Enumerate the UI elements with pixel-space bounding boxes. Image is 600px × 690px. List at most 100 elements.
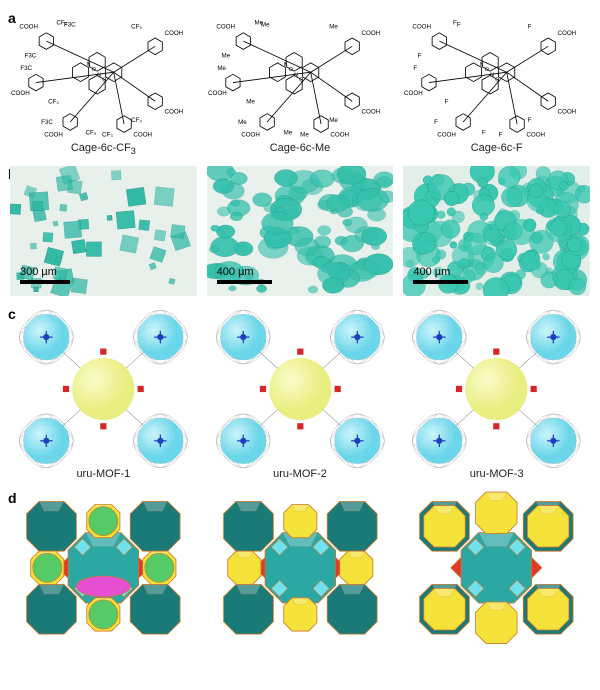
svg-text:F3C: F3C <box>41 119 53 126</box>
col-d-1 <box>207 490 394 640</box>
micrograph-0: 300 µm <box>10 166 197 296</box>
col-b-0: 300 µm <box>10 166 197 296</box>
svg-text:O: O <box>496 78 500 84</box>
svg-text:COOH: COOH <box>438 132 457 139</box>
svg-text:COOH: COOH <box>133 132 152 139</box>
svg-text:F: F <box>445 98 449 105</box>
svg-text:COOH: COOH <box>361 30 380 37</box>
svg-text:COOH: COOH <box>11 90 30 97</box>
svg-text:Me: Me <box>283 129 292 136</box>
svg-text:Me: Me <box>246 98 255 105</box>
svg-text:CF₃: CF₃ <box>48 98 59 105</box>
svg-text:N: N <box>97 72 101 78</box>
svg-text:F: F <box>528 24 532 31</box>
svg-text:F: F <box>499 132 503 139</box>
svg-text:O: O <box>289 67 293 73</box>
col-b-2: 400 µm <box>403 166 590 296</box>
svg-text:N: N <box>490 72 494 78</box>
svg-text:COOH: COOH <box>330 132 349 139</box>
col-c-1: uru-MOF-2 <box>207 306 394 480</box>
svg-text:COOH: COOH <box>361 109 380 116</box>
crystal-1 <box>207 306 394 466</box>
svg-text:F3C: F3C <box>20 65 32 72</box>
row-a: a COOHCF₃COOHCF₃COOHCF₃COOHCF₃COOHCF₃COO… <box>10 10 590 156</box>
scalebar-1-text: 400 µm <box>217 266 254 278</box>
svg-text:N: N <box>283 62 287 68</box>
row-d: d <box>10 490 590 640</box>
svg-text:COOH: COOH <box>558 30 577 37</box>
svg-text:COOH: COOH <box>19 24 38 31</box>
scalebar-2: 400 µm <box>413 266 468 284</box>
svg-text:N: N <box>87 62 91 68</box>
svg-text:Me: Me <box>329 24 338 31</box>
svg-text:COOH: COOH <box>165 109 184 116</box>
svg-text:CF₃: CF₃ <box>85 129 96 136</box>
panel-label-c: c <box>8 306 16 322</box>
svg-text:O: O <box>299 78 303 84</box>
scalebar-1: 400 µm <box>217 266 272 284</box>
crystal-0 <box>10 306 197 466</box>
structure-1: COOHMeCOOHMeCOOHMeCOOHMeCOOHMeCOOHMeMeMe… <box>207 10 394 140</box>
svg-text:Me: Me <box>217 65 226 72</box>
col-a-2: COOHFCOOHFCOOHFCOOHFCOOHFCOOHFFFFFNONO C… <box>403 10 590 156</box>
col-c-0: uru-MOF-1 <box>10 306 197 480</box>
panel-label-d: d <box>8 490 17 506</box>
svg-text:O: O <box>92 67 96 73</box>
svg-text:Me: Me <box>329 117 338 124</box>
svg-text:COOH: COOH <box>241 132 260 139</box>
svg-text:F: F <box>457 22 461 29</box>
scalebar-0-text: 300 µm <box>20 266 57 278</box>
row-b: b 300 µm 400 µm <box>10 166 590 296</box>
svg-text:N: N <box>480 62 484 68</box>
caption-a-0-sub: 3 <box>131 146 136 156</box>
svg-text:COOH: COOH <box>558 109 577 116</box>
scalebar-0: 300 µm <box>20 266 70 284</box>
svg-text:F: F <box>418 53 422 60</box>
scalebar-2-text: 400 µm <box>413 266 450 278</box>
caption-c-2: uru-MOF-3 <box>470 468 524 480</box>
caption-c-0: uru-MOF-1 <box>76 468 130 480</box>
tiling-2 <box>403 490 590 640</box>
svg-text:Me: Me <box>238 119 247 126</box>
svg-text:Me: Me <box>221 53 230 60</box>
svg-text:O: O <box>102 78 106 84</box>
svg-text:CF₃: CF₃ <box>131 24 142 31</box>
col-b-1: 400 µm <box>207 166 394 296</box>
tiling-1 <box>207 490 394 640</box>
svg-text:F: F <box>414 65 418 72</box>
structure-2: COOHFCOOHFCOOHFCOOHFCOOHFCOOHFFFFFNONO <box>403 10 590 140</box>
svg-text:F3C: F3C <box>25 53 37 60</box>
svg-text:COOH: COOH <box>165 30 184 37</box>
col-d-0 <box>10 490 197 640</box>
svg-text:COOH: COOH <box>527 132 546 139</box>
svg-text:COOH: COOH <box>44 132 63 139</box>
scalebar-0-bar <box>20 280 70 284</box>
tiling-0 <box>10 490 197 640</box>
micrograph-1: 400 µm <box>207 166 394 296</box>
svg-text:COOH: COOH <box>216 24 235 31</box>
svg-text:F: F <box>528 117 532 124</box>
svg-text:CF₃: CF₃ <box>102 132 113 139</box>
row-c: c uru-MOF-1 uru-MOF-2 uru-MOF-3 <box>10 306 590 480</box>
col-c-2: uru-MOF-3 <box>403 306 590 480</box>
structure-0: COOHCF₃COOHCF₃COOHCF₃COOHCF₃COOHCF₃COOHC… <box>10 10 197 140</box>
svg-text:COOH: COOH <box>413 24 432 31</box>
svg-text:CF₃: CF₃ <box>131 117 142 124</box>
svg-text:COOH: COOH <box>404 90 423 97</box>
svg-text:Me: Me <box>300 132 309 139</box>
svg-text:F: F <box>482 129 486 136</box>
scalebar-1-bar <box>217 280 272 284</box>
svg-text:F: F <box>434 119 438 126</box>
crystal-2 <box>403 306 590 466</box>
col-a-1: COOHMeCOOHMeCOOHMeCOOHMeCOOHMeCOOHMeMeMe… <box>207 10 394 156</box>
caption-c-1: uru-MOF-2 <box>273 468 327 480</box>
col-d-2 <box>403 490 590 640</box>
micrograph-2: 400 µm <box>403 166 590 296</box>
svg-text:F3C: F3C <box>64 22 76 29</box>
scalebar-2-bar <box>413 280 468 284</box>
col-a-0: COOHCF₃COOHCF₃COOHCF₃COOHCF₃COOHCF₃COOHC… <box>10 10 197 156</box>
svg-text:O: O <box>485 67 489 73</box>
figure-root: a COOHCF₃COOHCF₃COOHCF₃COOHCF₃COOHCF₃COO… <box>10 10 590 640</box>
svg-text:Me: Me <box>261 22 270 29</box>
svg-text:N: N <box>294 72 298 78</box>
